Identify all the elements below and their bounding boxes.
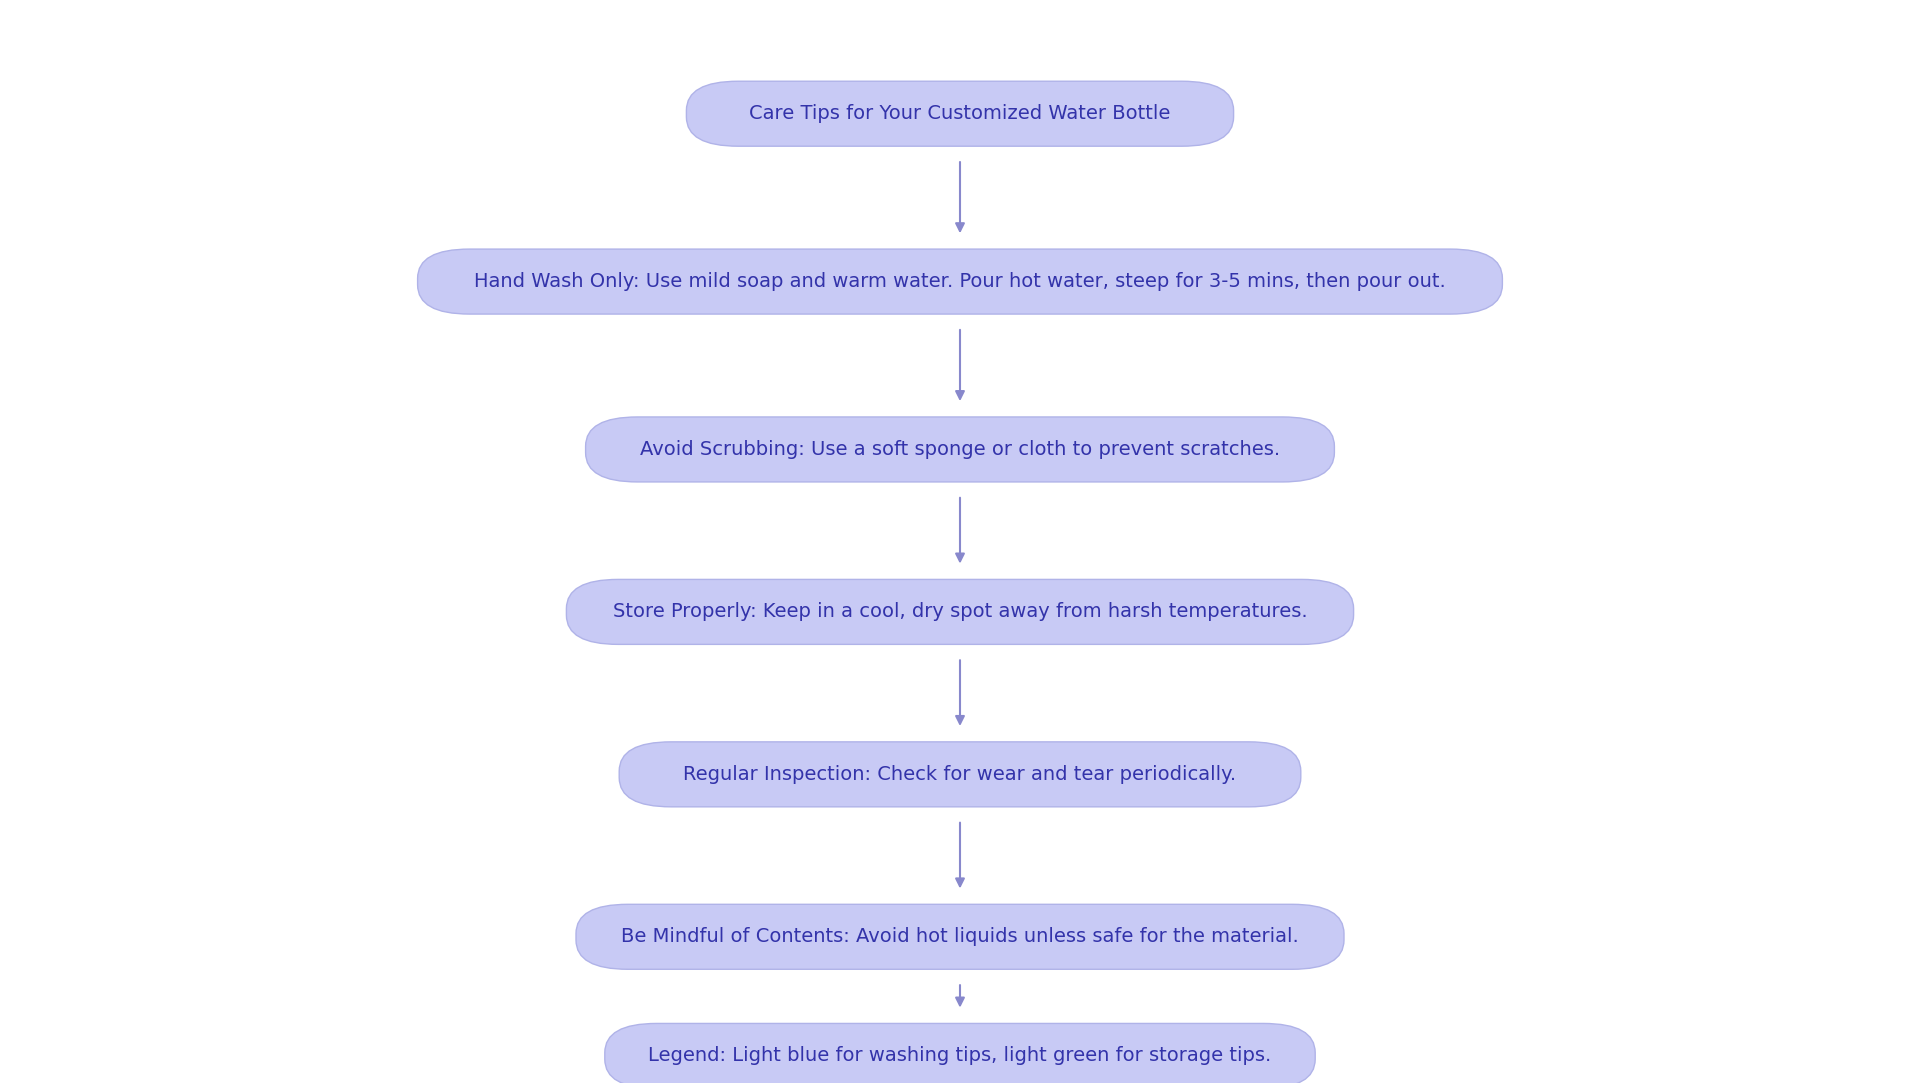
Text: Legend: Light blue for washing tips, light green for storage tips.: Legend: Light blue for washing tips, lig… xyxy=(649,1046,1271,1066)
FancyBboxPatch shape xyxy=(576,904,1344,969)
FancyBboxPatch shape xyxy=(605,1023,1315,1083)
FancyBboxPatch shape xyxy=(687,81,1235,146)
Text: Avoid Scrubbing: Use a soft sponge or cloth to prevent scratches.: Avoid Scrubbing: Use a soft sponge or cl… xyxy=(639,440,1281,459)
FancyBboxPatch shape xyxy=(419,249,1501,314)
FancyBboxPatch shape xyxy=(586,417,1334,482)
Text: Store Properly: Keep in a cool, dry spot away from harsh temperatures.: Store Properly: Keep in a cool, dry spot… xyxy=(612,602,1308,622)
Text: Hand Wash Only: Use mild soap and warm water. Pour hot water, steep for 3-5 mins: Hand Wash Only: Use mild soap and warm w… xyxy=(474,272,1446,291)
Text: Regular Inspection: Check for wear and tear periodically.: Regular Inspection: Check for wear and t… xyxy=(684,765,1236,784)
Text: Care Tips for Your Customized Water Bottle: Care Tips for Your Customized Water Bott… xyxy=(749,104,1171,123)
Text: Be Mindful of Contents: Avoid hot liquids unless safe for the material.: Be Mindful of Contents: Avoid hot liquid… xyxy=(622,927,1298,947)
FancyBboxPatch shape xyxy=(566,579,1354,644)
FancyBboxPatch shape xyxy=(618,742,1302,807)
